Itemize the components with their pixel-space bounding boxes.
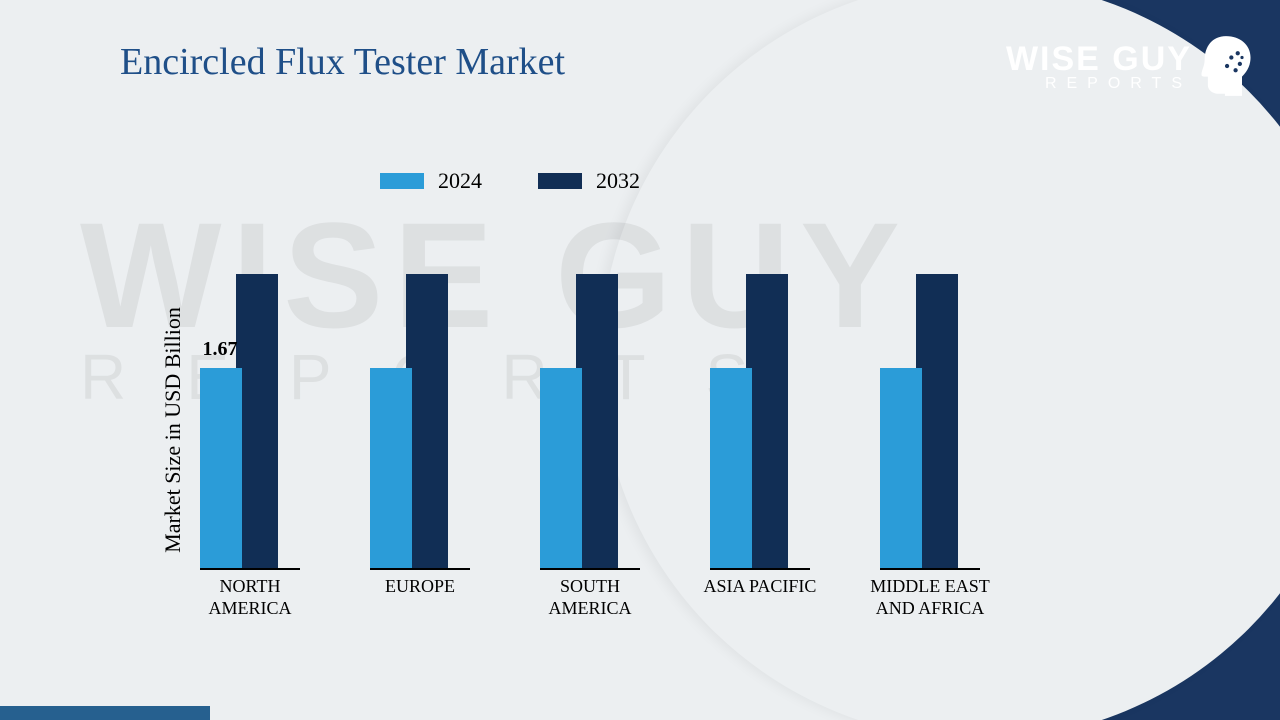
x-label: ASIA PACIFIC	[695, 576, 825, 598]
bar-2032	[406, 274, 448, 568]
chart-title: Encircled Flux Tester Market	[120, 40, 565, 84]
legend-swatch-2024	[380, 173, 424, 189]
legend-swatch-2032	[538, 173, 582, 189]
x-label: EUROPE	[355, 576, 485, 598]
brand-main: WISE GUY	[1006, 40, 1192, 79]
bar-group	[880, 274, 980, 570]
legend-label-2032: 2032	[596, 168, 640, 194]
legend: 2024 2032	[380, 168, 640, 194]
brand-sub: REPORTS	[1045, 75, 1192, 93]
chart-area: Market Size in USD Billion 2024 2032 1.6…	[60, 160, 960, 700]
legend-label-2024: 2024	[438, 168, 482, 194]
bar-2024	[540, 368, 582, 568]
legend-item-2024: 2024	[380, 168, 482, 194]
bar-2032	[576, 274, 618, 568]
bar-group: 1.67	[200, 274, 300, 570]
bar-2032	[916, 274, 958, 568]
x-axis-labels: NORTH AMERICA EUROPE SOUTH AMERICA ASIA PAC…	[160, 576, 960, 686]
bar-group	[540, 274, 640, 570]
bar-2024	[710, 368, 752, 568]
bar-group	[710, 274, 810, 570]
brand-logo: WISE GUY REPORTS	[1006, 34, 1254, 98]
x-label: SOUTH AMERICA	[525, 576, 655, 619]
x-label: NORTH AMERICA	[185, 576, 315, 619]
accent-strip	[0, 706, 210, 720]
bar-group	[370, 274, 470, 570]
bar-2024: 1.67	[200, 368, 242, 568]
plot: 1.67	[160, 210, 960, 570]
value-label: 1.67	[190, 338, 250, 361]
bar-2024	[370, 368, 412, 568]
bar-2024	[880, 368, 922, 568]
bar-2032	[746, 274, 788, 568]
legend-item-2032: 2032	[538, 168, 640, 194]
brain-head-icon	[1198, 34, 1254, 98]
bar-2032	[236, 274, 278, 568]
stage: WISE GUY REPORTS Encircled Flux Tester M…	[0, 0, 1280, 720]
x-label: MIDDLE EAST AND AFRICA	[865, 576, 995, 619]
